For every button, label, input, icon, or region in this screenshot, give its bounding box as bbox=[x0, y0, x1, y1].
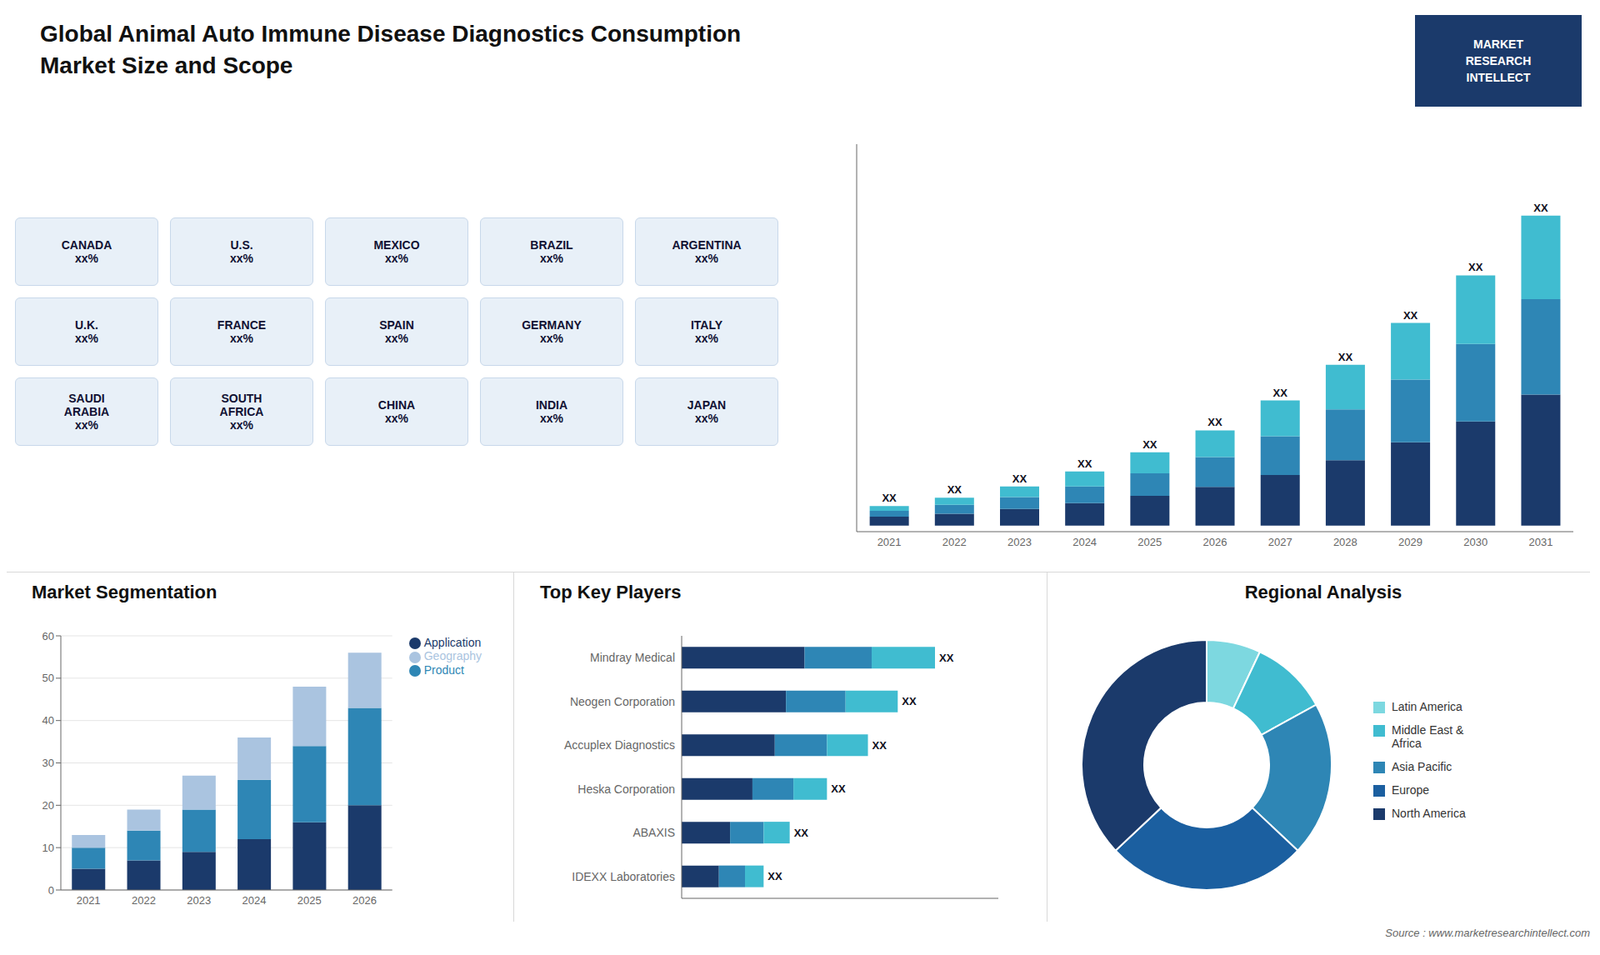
html-text:BRAZIL xx%: BRAZIL xx% bbox=[530, 238, 574, 265]
svg-text:2024: 2024 bbox=[242, 894, 267, 907]
html-text:North America: North America bbox=[1391, 806, 1466, 820]
html-text:SOUTH AFRICA xx%: SOUTH AFRICA xx% bbox=[219, 391, 264, 432]
svg-text:Mindray Medical: Mindray Medical bbox=[590, 650, 675, 665]
svg-text:20: 20 bbox=[42, 799, 55, 812]
svg-text:XX: XX bbox=[947, 483, 963, 496]
svg-text:2022: 2022 bbox=[131, 894, 156, 907]
svg-text:XX: XX bbox=[830, 782, 846, 795]
html-text:Regional Analysis: Regional Analysis bbox=[1244, 581, 1402, 603]
html-text:INDIA xx%: INDIA xx% bbox=[535, 398, 568, 425]
html-text:GERMANY xx%: GERMANY xx% bbox=[521, 318, 582, 345]
svg-text:2022: 2022 bbox=[942, 535, 967, 549]
svg-text:XX: XX bbox=[1012, 472, 1028, 485]
svg-text:XX: XX bbox=[1142, 438, 1158, 451]
svg-text:0: 0 bbox=[48, 884, 55, 897]
html-text:ITALY xx%: ITALY xx% bbox=[690, 318, 723, 345]
html-text:SAUDI ARABIA xx%: SAUDI ARABIA xx% bbox=[64, 391, 110, 432]
html-text:JAPAN xx%: JAPAN xx% bbox=[687, 398, 726, 425]
svg-text:2023: 2023 bbox=[1007, 535, 1032, 549]
svg-text:2025: 2025 bbox=[1137, 535, 1162, 549]
svg-text:Heska Corporation: Heska Corporation bbox=[577, 782, 675, 796]
svg-text:60: 60 bbox=[42, 630, 55, 643]
svg-text:50: 50 bbox=[42, 671, 55, 685]
html-text:CANADA xx%: CANADA xx% bbox=[61, 238, 112, 265]
svg-text:Neogen Corporation: Neogen Corporation bbox=[570, 695, 675, 709]
html-text:Top Key Players: Top Key Players bbox=[540, 581, 682, 603]
html-text:Geography: Geography bbox=[423, 649, 482, 663]
html-text:ARGENTINA xx%: ARGENTINA xx% bbox=[672, 238, 742, 265]
svg-text:40: 40 bbox=[42, 714, 55, 727]
svg-text:2023: 2023 bbox=[186, 894, 211, 907]
svg-text:2021: 2021 bbox=[76, 894, 101, 907]
html-text:Global Animal Auto Immune Dise: Global Animal Auto Immune Disease Diagno… bbox=[40, 20, 741, 47]
svg-text:2026: 2026 bbox=[352, 894, 377, 907]
svg-text:2031: 2031 bbox=[1528, 535, 1553, 549]
svg-text:30: 30 bbox=[42, 756, 55, 770]
html-text:Middle East & Africa: Middle East & Africa bbox=[1391, 723, 1464, 750]
svg-text:XX: XX bbox=[939, 651, 955, 665]
svg-text:XX: XX bbox=[1403, 309, 1419, 322]
html-text:SPAIN xx%: SPAIN xx% bbox=[379, 318, 415, 345]
html-text:U.S. xx%: U.S. xx% bbox=[230, 238, 254, 265]
html-text:Application: Application bbox=[423, 635, 481, 650]
html-text:Market Size and Scope: Market Size and Scope bbox=[40, 52, 293, 79]
svg-text:2029: 2029 bbox=[1398, 535, 1423, 549]
svg-text:XX: XX bbox=[767, 870, 783, 883]
svg-text:XX: XX bbox=[881, 491, 897, 505]
html-text:Market Segmentation: Market Segmentation bbox=[31, 581, 218, 603]
svg-text:10: 10 bbox=[42, 841, 55, 855]
svg-text:Accuplex Diagnostics: Accuplex Diagnostics bbox=[564, 738, 675, 752]
html-text:RESEARCH: RESEARCH bbox=[1465, 54, 1532, 68]
svg-text:2021: 2021 bbox=[877, 535, 902, 549]
svg-text:ABAXIS: ABAXIS bbox=[632, 825, 675, 840]
svg-text:XX: XX bbox=[1273, 386, 1289, 400]
html-text:Product: Product bbox=[423, 663, 465, 677]
html-text:FRANCE xx%: FRANCE xx% bbox=[217, 318, 266, 345]
svg-text:2026: 2026 bbox=[1203, 535, 1228, 549]
html-text:CHINA xx%: CHINA xx% bbox=[378, 398, 416, 425]
svg-text:2027: 2027 bbox=[1268, 535, 1293, 549]
svg-text:XX: XX bbox=[1207, 415, 1223, 429]
svg-text:XX: XX bbox=[1338, 350, 1354, 364]
svg-text:2028: 2028 bbox=[1333, 535, 1358, 549]
svg-text:XX: XX bbox=[1077, 457, 1093, 470]
html-text:Asia Pacific: Asia Pacific bbox=[1391, 760, 1452, 774]
html-text:MARKET: MARKET bbox=[1473, 37, 1524, 51]
svg-text:IDEXX Laboratories: IDEXX Laboratories bbox=[571, 870, 675, 884]
svg-text:2030: 2030 bbox=[1463, 535, 1488, 549]
html-text:Source : www.marketresearchint: Source : www.marketresearchintellect.com bbox=[1385, 926, 1590, 940]
svg-text:XX: XX bbox=[1468, 260, 1484, 274]
html-text:INTELLECT: INTELLECT bbox=[1466, 70, 1531, 85]
svg-text:2024: 2024 bbox=[1072, 535, 1097, 549]
html-text:U.K. xx%: U.K. xx% bbox=[75, 318, 99, 345]
html-text:Europe: Europe bbox=[1391, 783, 1430, 797]
html-text:Latin America: Latin America bbox=[1391, 700, 1463, 714]
svg-text:XX: XX bbox=[1533, 201, 1549, 215]
svg-text:XX: XX bbox=[872, 739, 888, 752]
svg-text:2025: 2025 bbox=[297, 894, 322, 907]
svg-text:XX: XX bbox=[794, 826, 810, 840]
svg-text:XX: XX bbox=[901, 695, 917, 708]
html-text:MEXICO xx%: MEXICO xx% bbox=[373, 238, 420, 265]
